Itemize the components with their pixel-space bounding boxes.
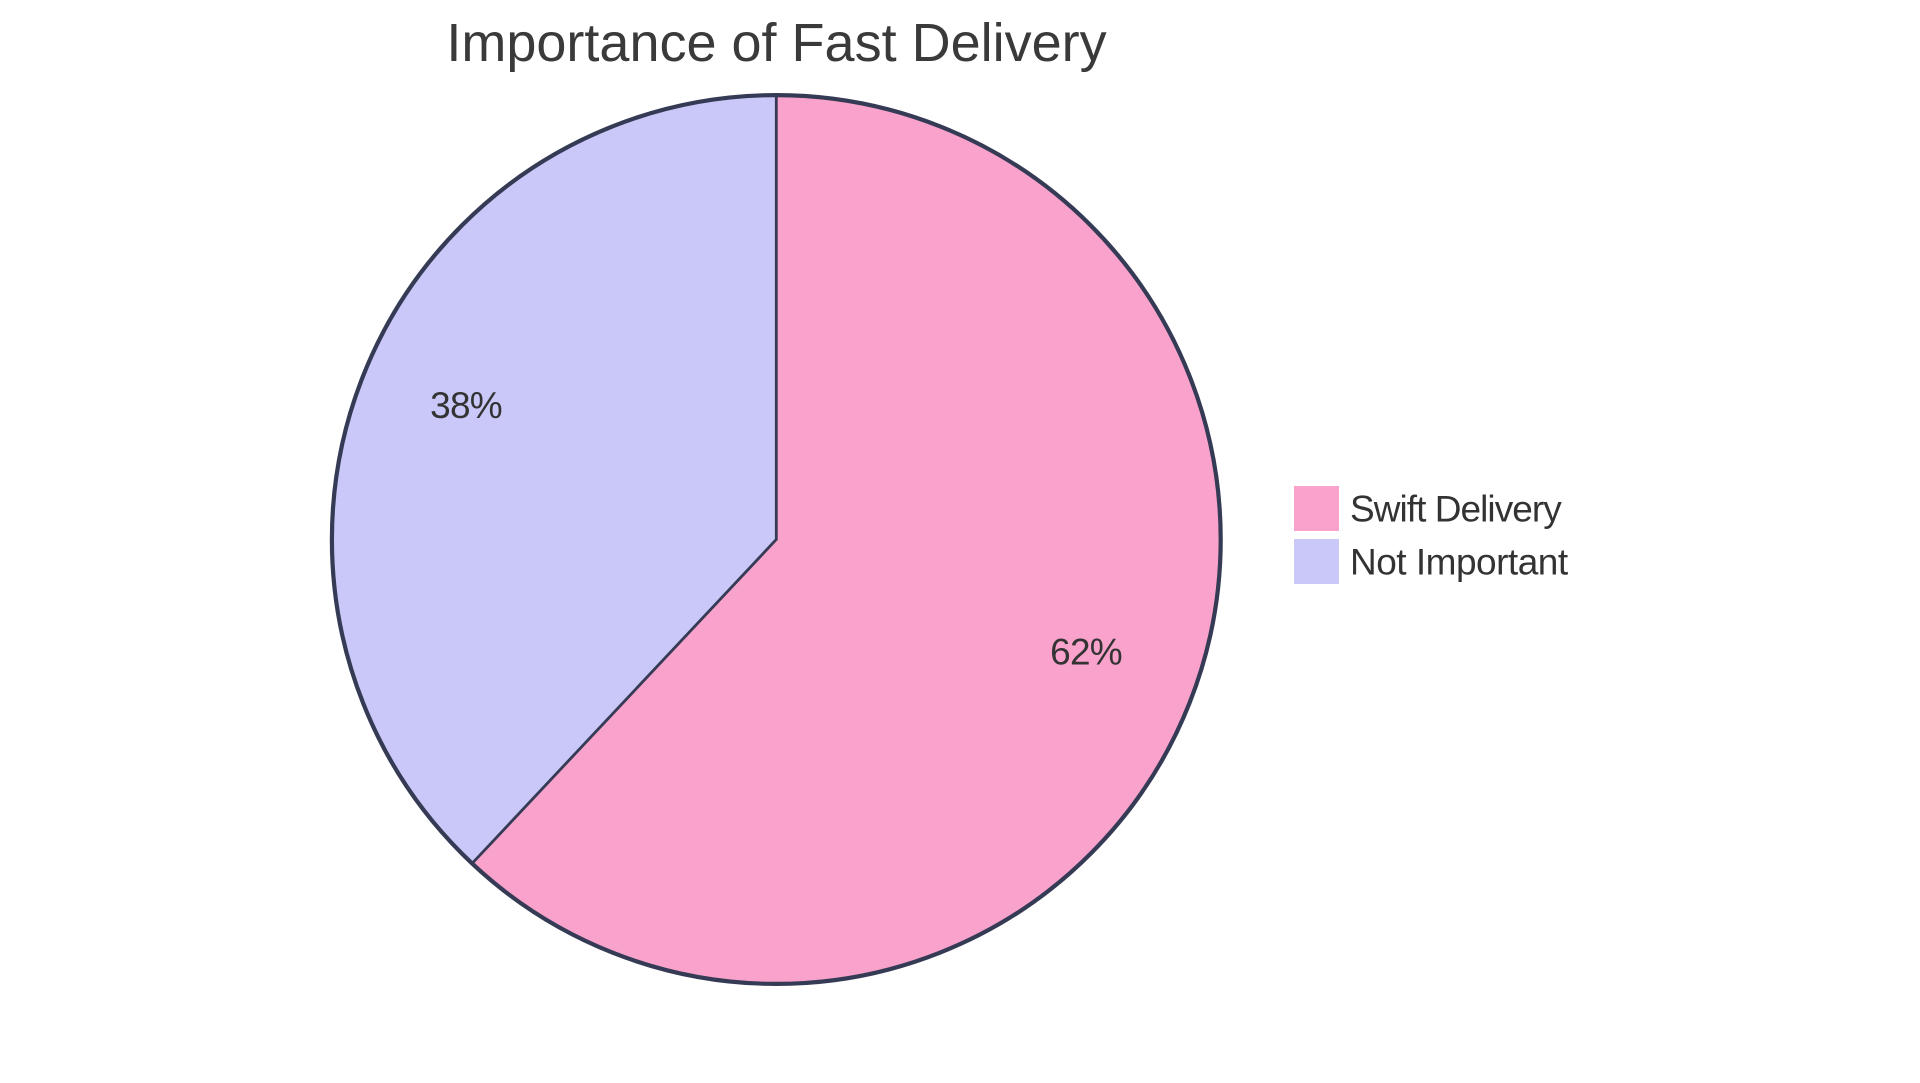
svg-text:Importance of Fast Delivery: Importance of Fast Delivery	[446, 13, 1106, 73]
svg-text:38%: 38%	[430, 385, 502, 426]
svg-text:Not Important: Not Important	[1350, 542, 1569, 583]
svg-text:Swift Delivery: Swift Delivery	[1350, 489, 1562, 530]
svg-text:62%: 62%	[1050, 632, 1122, 673]
